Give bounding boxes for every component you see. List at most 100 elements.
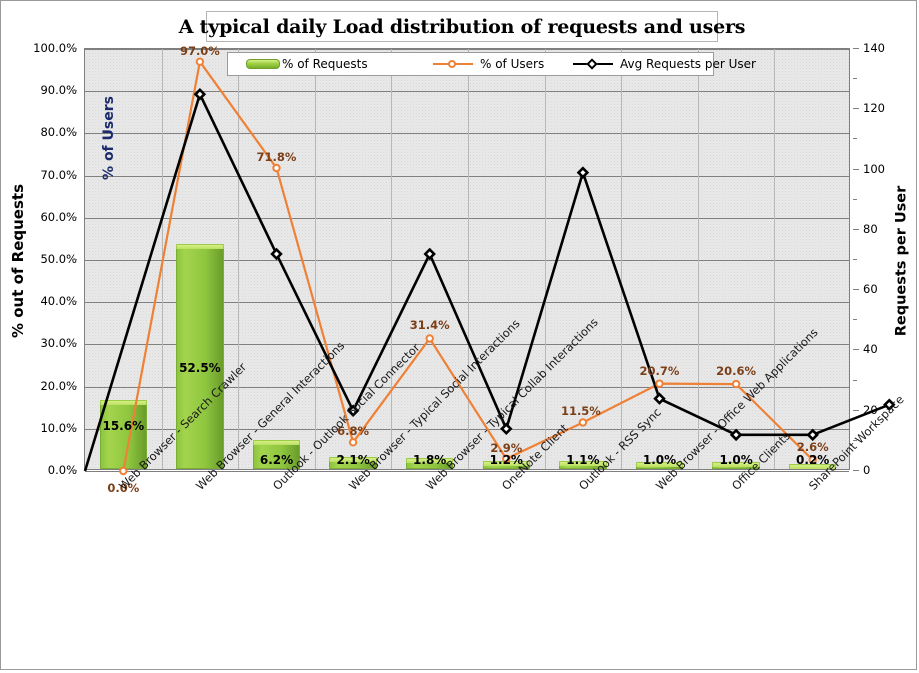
bar-data-label: 1.2%	[489, 453, 523, 467]
y-axis-right-minor-tick-mark	[853, 439, 857, 441]
legend-bar-swatch-icon	[246, 59, 280, 69]
y-axis-left-tick-mark	[72, 48, 77, 49]
bar-data-label: 2.1%	[336, 453, 370, 467]
bar[interactable]	[329, 457, 377, 469]
bar-top-face	[99, 400, 148, 406]
users-data-label: 6.8%	[337, 424, 370, 439]
legend-item-label: Avg Requests per User	[620, 57, 756, 71]
y-axis-right-tick-mark	[853, 228, 859, 230]
users-data-point[interactable]	[425, 334, 434, 343]
y-axis-left-tick-label: 60.0%	[40, 209, 77, 224]
users-data-point[interactable]	[119, 466, 128, 476]
bar-top-face	[329, 457, 377, 463]
users-data-point[interactable]	[272, 163, 281, 173]
users-data-point[interactable]	[578, 418, 588, 427]
bar-data-label: 15.6%	[102, 419, 145, 434]
bar[interactable]	[635, 461, 684, 469]
legend-item[interactable]: % of Users	[433, 53, 544, 75]
rpu-data-point[interactable]	[193, 87, 207, 101]
y-axis-right-tick-label: 120	[863, 101, 885, 116]
bar[interactable]	[99, 400, 148, 469]
gridline	[85, 91, 849, 93]
rpu-data-point[interactable]	[729, 428, 743, 442]
rpu-data-point[interactable]	[500, 422, 513, 436]
bar[interactable]	[712, 461, 760, 469]
users-data-label: 2.6%	[796, 440, 829, 455]
y-axis-left-tick-mark	[72, 470, 77, 471]
bar[interactable]	[252, 439, 301, 469]
y-axis-right-tick-mark	[853, 470, 859, 471]
y-axis-left-tick-mark	[72, 301, 77, 303]
rpu-data-point[interactable]	[883, 398, 896, 411]
rpu-data-point[interactable]	[806, 428, 819, 442]
x-axis-category-labels: Web Browser - Search Crawler Web Browser …	[1, 315, 919, 671]
y-axis-right-tick-mark	[853, 168, 859, 170]
category-separator	[238, 49, 240, 469]
bar[interactable]	[176, 244, 224, 469]
rpu-data-point[interactable]	[653, 392, 666, 405]
users-data-point[interactable]	[348, 438, 358, 447]
y-axis-left-tick-label: 90.0%	[40, 83, 77, 98]
users-data-label: 97.0%	[179, 43, 220, 58]
bar-top-face	[635, 461, 684, 467]
y-axis-right-minor-tick-mark	[853, 198, 857, 200]
y-axis-right-minor-tick-mark	[853, 379, 857, 381]
bar-top-face	[252, 439, 301, 445]
bar-data-label: 1.0%	[642, 453, 677, 467]
rpu-data-point[interactable]	[576, 166, 590, 179]
users-data-point[interactable]	[731, 379, 741, 389]
users-data-label: 2.9%	[490, 440, 523, 455]
chart-legend[interactable]: % of Requests % of Users Avg Requests per …	[227, 52, 756, 76]
y-axis-right-tick-mark	[853, 409, 859, 411]
gridline	[85, 386, 849, 388]
rpu-data-point[interactable]	[423, 247, 436, 261]
users-data-label: 71.8%	[256, 150, 297, 164]
y-axis-left-tick-label: 0.0%	[47, 463, 77, 477]
plot-area: 15.6% 52.5% 6.2% 2.1% 1.8% 1.2% 1.1% 1.0% 1.0% 0.…	[83, 44, 896, 495]
users-data-label: 0.0%	[107, 481, 140, 495]
users-data-label: 20.7%	[639, 363, 680, 378]
users-data-point[interactable]	[655, 379, 664, 388]
gridline	[85, 175, 849, 177]
bar[interactable]	[405, 458, 454, 469]
gridline	[85, 260, 849, 261]
bar-top-face	[405, 458, 454, 464]
y-axis-left-tick-mark	[72, 385, 77, 387]
y-axis-left-tick-mark	[72, 259, 77, 260]
y-axis-right-tick-label: 0	[863, 463, 871, 477]
y-axis-left-ticks: 0.0% 10.0% 20.0% 30.0% 40.0% 50.0% 60.0% 70.0% 8…	[15, 1, 77, 673]
rpu-data-point[interactable]	[270, 247, 283, 261]
users-data-point[interactable]	[502, 454, 511, 463]
category-separator	[544, 49, 546, 469]
legend-diamond-marker	[586, 58, 598, 70]
bar-top-face	[788, 464, 837, 469]
gridline	[85, 217, 849, 219]
y-axis-left-tick-label: 80.0%	[40, 125, 77, 140]
category-separator	[314, 49, 316, 469]
rpu-data-point[interactable]	[346, 404, 360, 417]
y-axis-left-tick-mark	[72, 132, 77, 134]
y-axis-left-tick-label: 50.0%	[40, 252, 77, 266]
y-axis-right-tick-label: 100	[863, 161, 885, 176]
bar[interactable]	[559, 461, 607, 469]
y-axis-left-tick-mark	[72, 216, 77, 218]
users-data-point[interactable]	[195, 57, 205, 66]
y-axis-right-minor-tick-mark	[853, 78, 857, 80]
line-series	[83, 57, 896, 476]
page-title: A typical daily Load distribution of req…	[178, 15, 746, 38]
users-data-label: 20.6%	[716, 364, 757, 379]
bar-data-label: 52.5%	[179, 361, 221, 376]
gridline	[85, 302, 849, 304]
legend-item[interactable]: % of Requests	[246, 53, 368, 75]
users-data-label: 11.5%	[560, 404, 601, 419]
y-axis-left-tick-label: 30.0%	[40, 336, 77, 351]
y-axis-left-tick-mark	[72, 343, 77, 345]
y-axis-right-tick-label: 80	[863, 221, 878, 236]
bar[interactable]	[788, 464, 837, 469]
legend-item[interactable]: Avg Requests per User	[573, 53, 756, 75]
y-axis-right-minor-tick-mark	[853, 319, 857, 321]
users-data-point[interactable]	[808, 455, 817, 465]
y-axis-right-tick-mark	[853, 108, 859, 110]
gridline	[85, 471, 849, 472]
